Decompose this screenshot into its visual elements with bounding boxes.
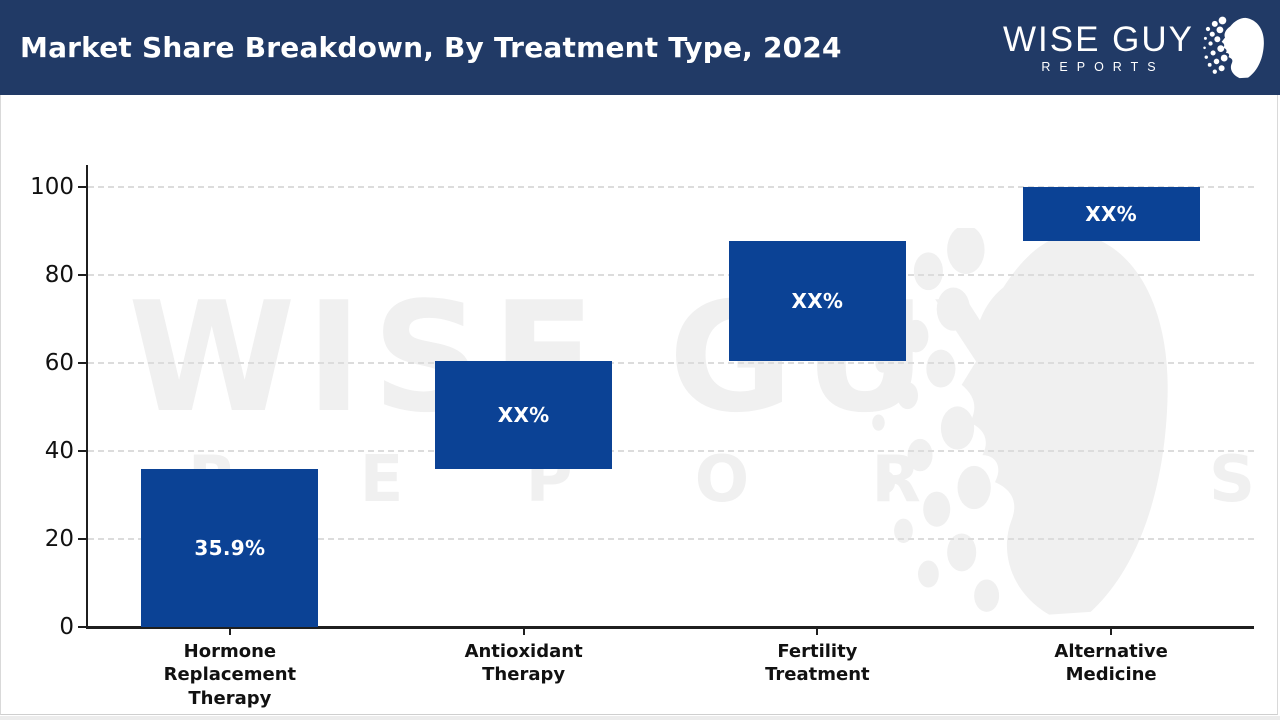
- bar-value-label: XX%: [497, 402, 550, 427]
- y-axis-tickmark: [78, 626, 86, 628]
- gridline-100: [88, 186, 1254, 188]
- bar-hormone-replacement-therapy: 35.9%: [141, 469, 319, 627]
- y-axis-tick-label-100: 100: [30, 174, 74, 200]
- y-axis-tick-label-0: 0: [59, 614, 74, 640]
- logo-wiseguy-label: WISE GUY: [1002, 19, 1194, 59]
- wise-guy-logo: WISE GUY REPORTS: [1003, 9, 1266, 87]
- x-axis-category-label: Antioxidant Therapy: [464, 641, 583, 686]
- logo-reports-label: REPORTS: [1041, 59, 1165, 74]
- y-axis-tick-label-40: 40: [44, 438, 74, 464]
- y-axis-tick-label-20: 20: [44, 526, 74, 552]
- page-title: Market Share Breakdown, By Treatment Typ…: [20, 31, 842, 64]
- logo-head-dots-icon: [1203, 16, 1264, 78]
- gridline-60: [88, 362, 1254, 364]
- x-axis-category-label: Alternative Medicine: [1054, 641, 1168, 686]
- bar-antioxidant-therapy: XX%: [435, 360, 613, 470]
- logo-text: WISE GUY REPORTS: [1003, 22, 1194, 74]
- y-axis-line: [86, 165, 88, 627]
- bar-value-label: XX%: [791, 288, 844, 313]
- x-axis-tickmark: [228, 628, 231, 635]
- x-axis-line: [86, 626, 1254, 629]
- y-axis-tickmark: [78, 274, 86, 276]
- header-bar: Market Share Breakdown, By Treatment Typ…: [0, 0, 1280, 95]
- y-axis-tickmark: [78, 538, 86, 540]
- y-axis-tickmark: [78, 450, 86, 452]
- bar-value-label: XX%: [1085, 201, 1138, 226]
- y-axis-tickmark: [78, 186, 86, 188]
- x-axis-tickmark: [816, 628, 819, 635]
- x-axis-category-label: Fertility Treatment: [765, 641, 870, 686]
- bar-alternative-medicine: XX%: [1022, 187, 1200, 241]
- bar-value-label: 35.9%: [194, 536, 266, 560]
- x-axis-tickmark: [522, 628, 525, 635]
- x-axis-category-label: Hormone Replacement Therapy: [163, 641, 297, 709]
- bottom-strip: [0, 716, 1280, 720]
- gridline-80: [88, 274, 1254, 276]
- x-axis-tickmark: [1110, 628, 1113, 635]
- gridline-20: [88, 538, 1254, 540]
- y-axis-tickmark: [78, 362, 86, 364]
- gridline-40: [88, 450, 1254, 452]
- bar-fertility-treatment: XX%: [728, 240, 906, 361]
- y-axis-tick-label-60: 60: [44, 350, 74, 376]
- y-axis-tick-label-80: 80: [44, 262, 74, 288]
